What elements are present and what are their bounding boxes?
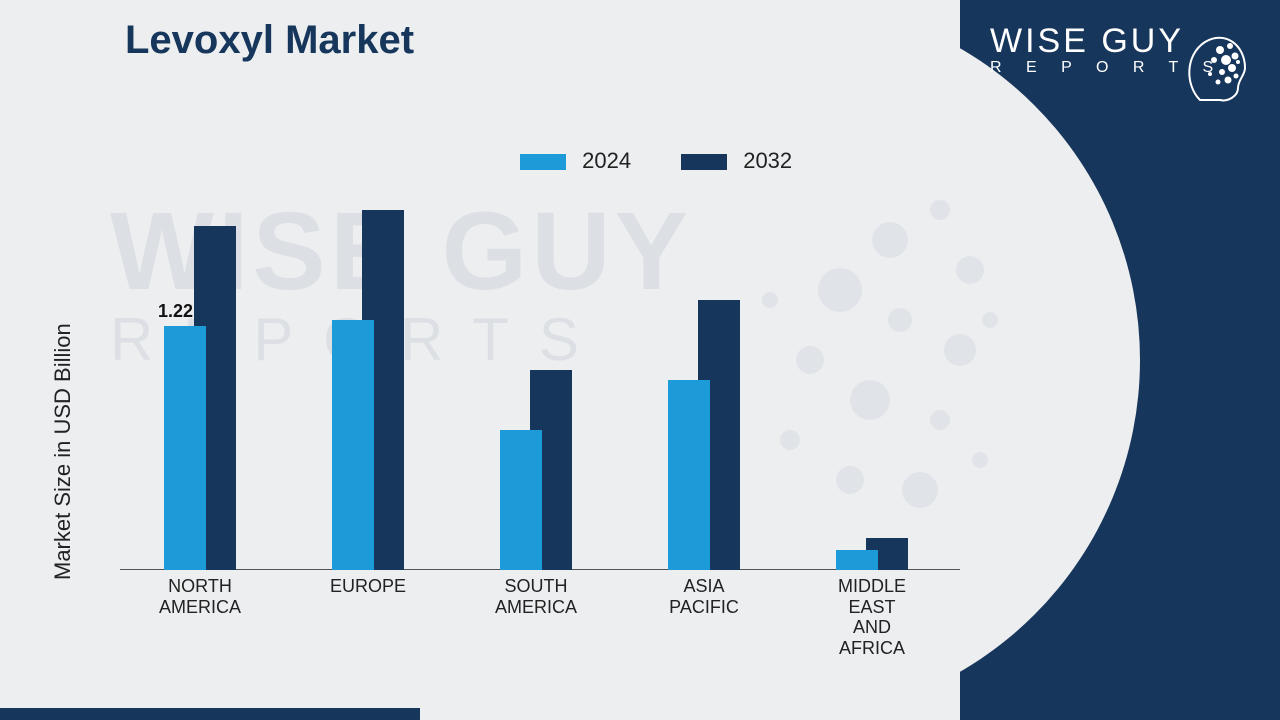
- chart-title: Levoxyl Market: [125, 18, 414, 63]
- chart-area: Market Size in USD Billion 1.22NORTHAMER…: [60, 150, 960, 670]
- bar: [668, 380, 710, 570]
- bar-value-label: 1.22: [158, 301, 193, 322]
- bar: [332, 320, 374, 570]
- bar: [164, 326, 206, 570]
- category-label: MIDDLEEASTANDAFRICA: [792, 576, 952, 659]
- bar: [500, 430, 542, 570]
- category-label: EUROPE: [288, 576, 448, 597]
- canvas: WISE GUY REPORTS Levoxyl Market WISE GUY…: [0, 0, 1280, 720]
- brand-head-icon: [1180, 30, 1250, 108]
- bar: [836, 550, 878, 570]
- category-label: SOUTHAMERICA: [456, 576, 616, 617]
- category-label: ASIAPACIFIC: [624, 576, 784, 617]
- y-axis-label: Market Size in USD Billion: [50, 323, 76, 580]
- bottom-accent-bar: [0, 708, 420, 720]
- brand-logo: WISE GUY R E P O R T S: [990, 22, 1250, 77]
- plot: 1.22NORTHAMERICAEUROPESOUTHAMERICAASIAPA…: [120, 170, 960, 570]
- category-label: NORTHAMERICA: [120, 576, 280, 617]
